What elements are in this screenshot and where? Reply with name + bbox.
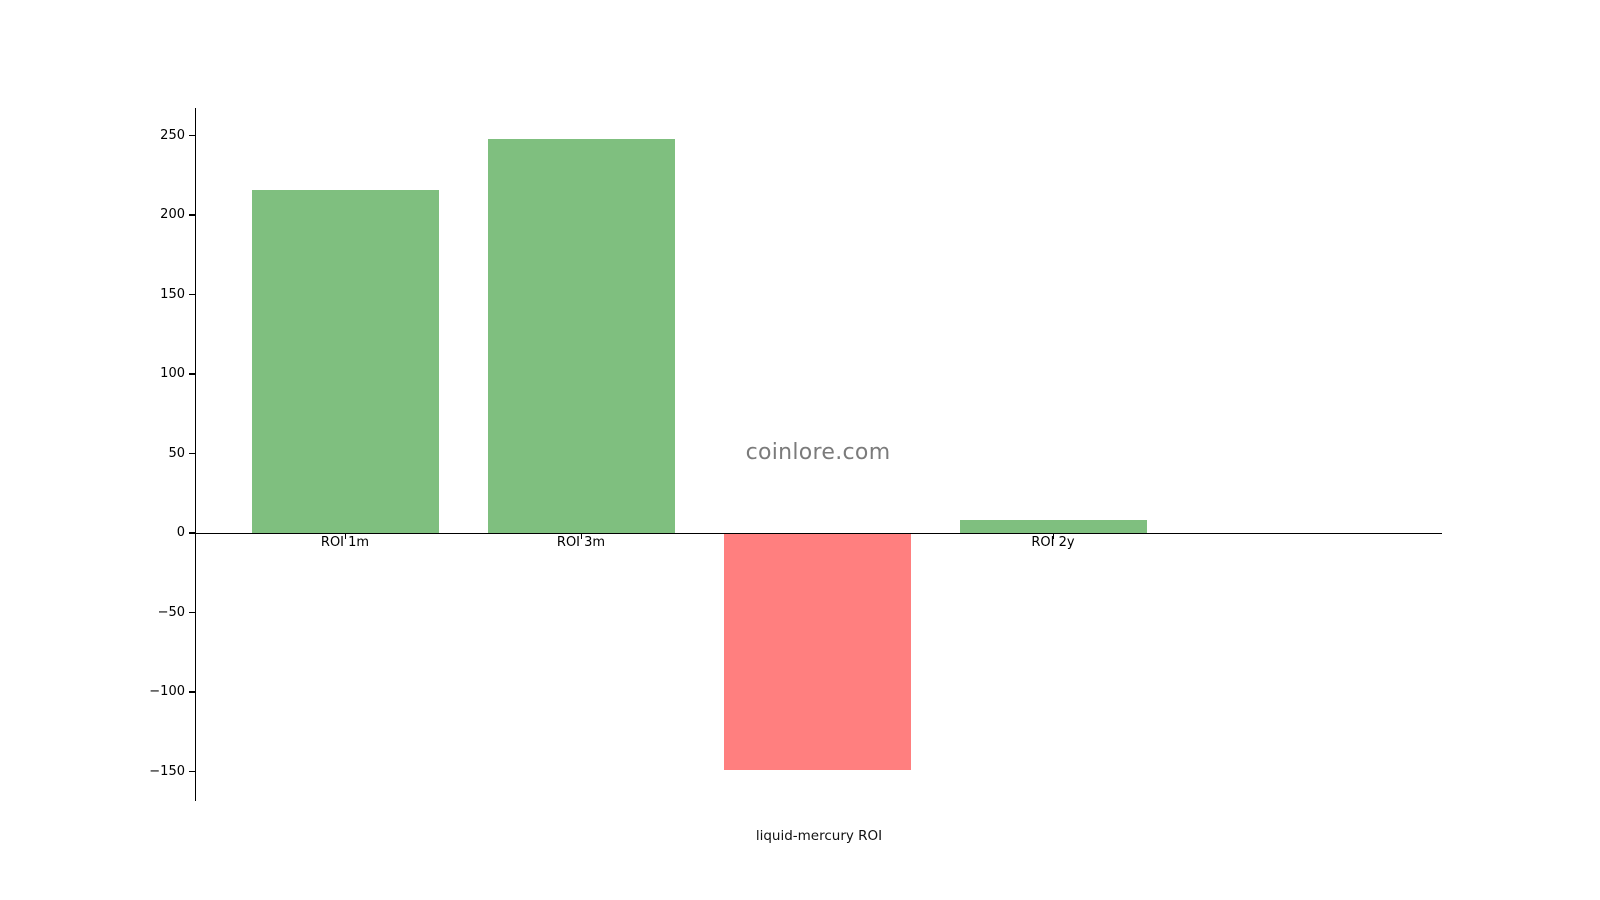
x-tick — [580, 533, 582, 539]
y-tick-label: 0 — [176, 525, 185, 540]
x-tick-label: ROI 2y — [1031, 535, 1075, 550]
y-tick-label: −150 — [149, 763, 185, 779]
x-axis-line — [194, 532, 1442, 534]
y-tick-label: 50 — [168, 445, 185, 461]
y-tick — [189, 452, 195, 455]
bar — [959, 520, 1147, 533]
bar — [251, 189, 439, 533]
chart-title: liquid-mercury ROI — [755, 828, 883, 844]
y-tick — [189, 293, 195, 296]
y-tick-label: 150 — [160, 286, 185, 302]
x-tick-label: ROI 3m — [556, 535, 606, 550]
y-tick-label: −50 — [157, 604, 185, 620]
y-tick-label: 200 — [160, 207, 185, 222]
y-tick — [189, 532, 195, 534]
bar — [487, 138, 675, 533]
y-tick — [189, 691, 195, 693]
x-tick-label: ROI 1m — [320, 535, 370, 550]
y-tick — [189, 611, 195, 614]
y-tick — [189, 770, 195, 773]
y-tick-label: 250 — [160, 127, 185, 143]
x-tick — [344, 533, 346, 539]
y-tick-label: 100 — [160, 366, 185, 381]
y-axis-line — [194, 108, 196, 801]
bar — [723, 533, 911, 770]
x-tick — [1052, 533, 1054, 539]
y-tick — [189, 373, 195, 375]
y-tick — [189, 134, 195, 137]
watermark-text: coinlore.com — [745, 440, 891, 465]
y-tick — [189, 214, 195, 216]
y-tick-label: −100 — [149, 684, 185, 699]
